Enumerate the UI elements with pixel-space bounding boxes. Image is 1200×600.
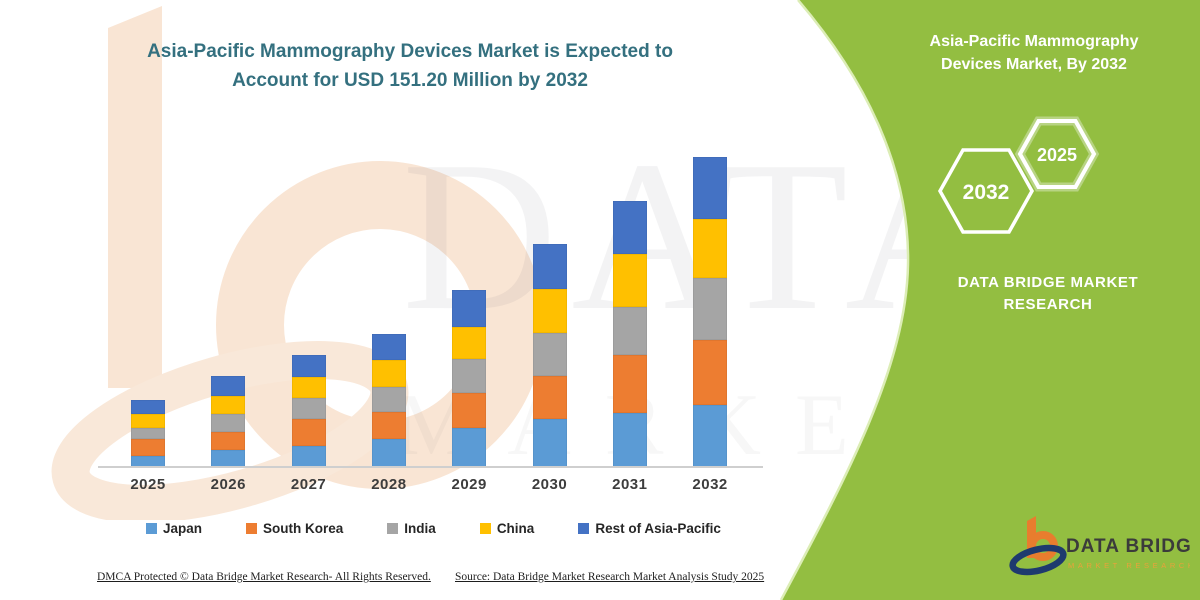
bar-segment-2032-rest-of-asia-pacific (693, 157, 728, 219)
bar-segment-2030-india (532, 332, 567, 376)
bar-segment-2026-japan (211, 450, 246, 467)
bar-segment-2025-japan (131, 456, 165, 467)
x-axis-label-2026: 2026 (210, 476, 246, 493)
legend-swatch (387, 523, 399, 534)
chart-title-line2: Account for USD 151.20 Million by 2032 (232, 69, 588, 91)
legend-label: China (496, 521, 535, 536)
side-panel-heading-line1: Asia-Pacific Mammography (929, 33, 1139, 50)
bar-segment-2032-china (693, 218, 728, 278)
bar-segment-2027-south-korea (291, 419, 326, 446)
logo-subtitle: MARKET RESEARCH (1068, 561, 1190, 570)
side-panel-heading: Asia-Pacific Mammography Devices Market,… (898, 30, 1170, 76)
hexagon-2032-label: 2032 (963, 181, 1010, 204)
logo-name: DATA BRIDGE (1066, 536, 1190, 557)
bar-segment-2025-south-korea (131, 439, 165, 457)
bar-segment-2029-china (452, 327, 487, 359)
x-axis-label-2025: 2025 (130, 476, 166, 493)
side-panel-brand: DATA BRIDGE MARKET RESEARCH (928, 272, 1168, 316)
bar-segment-2028-india (371, 386, 406, 412)
chart-legend: Japan South Korea India China Rest of Asia-P… (146, 521, 721, 536)
bar-segment-2029-japan (452, 428, 487, 467)
legend-item-rest-of-asia-pacific: Rest of Asia-Pacific (578, 521, 721, 536)
bar-segment-2029-south-korea (452, 393, 487, 429)
bar-segment-2028-rest-of-asia-pacific (371, 333, 406, 361)
bar-segment-2028-south-korea (371, 411, 406, 439)
source-note: Source: Data Bridge Market Research Mark… (455, 571, 765, 583)
bar-segment-2031-china (612, 254, 647, 308)
logo-b-mark (1009, 516, 1067, 576)
legend-swatch (479, 523, 491, 534)
bar-segment-2032-south-korea (693, 339, 728, 406)
bar-segment-2025-india (131, 428, 165, 440)
legend-label: Japan (163, 521, 203, 536)
bar-segment-2030-china (532, 289, 567, 333)
legend-swatch (246, 523, 258, 534)
x-axis-label-2032: 2032 (692, 476, 728, 493)
legend-item-japan: Japan (146, 521, 202, 536)
bar-segment-2027-japan (291, 445, 326, 467)
x-axis-line (98, 466, 763, 468)
bar-segment-2031-south-korea (612, 355, 647, 414)
x-axis-label-2030: 2030 (531, 476, 568, 493)
bar-segment-2027-china (291, 377, 326, 398)
bar-segment-2030-south-korea (532, 376, 567, 420)
data-bridge-logo: DATA BRIDGE MARKET RESEARCH (1009, 516, 1190, 576)
bar-segment-2026-rest-of-asia-pacific (211, 376, 246, 397)
bar-segment-2029-rest-of-asia-pacific (452, 290, 487, 327)
legend-item-india: India (387, 521, 436, 536)
x-axis-label-2029: 2029 (451, 476, 487, 493)
bar-segment-2026-china (211, 396, 246, 415)
bar-segment-2032-japan (693, 405, 728, 467)
legend-label: Rest of Asia-Pacific (595, 521, 721, 536)
side-panel-heading-line2: Devices Market, By 2032 (941, 56, 1127, 74)
bar-segment-2031-japan (612, 413, 647, 467)
chart-title-line1: Asia-Pacific Mammography Devices Market … (147, 41, 673, 62)
x-axis-label-2031: 2031 (612, 476, 648, 493)
hexagon-2032 (937, 148, 1035, 234)
side-panel-brand-line2: RESEARCH (1003, 295, 1093, 313)
legend-label: India (404, 521, 436, 536)
hexagon-2025-label: 2025 (1037, 145, 1077, 165)
legend-item-south-korea: South Korea (246, 521, 343, 536)
bar-segment-2026-south-korea (211, 432, 246, 450)
bar-segment-2031-india (612, 307, 647, 356)
bar-segment-2026-india (211, 414, 246, 433)
bar-segment-2025-china (131, 413, 165, 429)
x-axis-label-2027: 2027 (290, 476, 327, 493)
hexagon-2025 (1017, 119, 1097, 189)
side-panel-brand-line1: DATA BRIDGE MARKET (957, 274, 1139, 291)
bar-segment-2030-japan (532, 419, 567, 467)
bar-segment-2031-rest-of-asia-pacific (612, 200, 647, 255)
bar-segment-2028-china (371, 360, 406, 387)
legend-item-china: China (479, 521, 535, 536)
bar-segment-2029-india (452, 358, 487, 393)
dmca-notice: DMCA Protected © Data Bridge Market Rese… (97, 571, 431, 583)
bar-segment-2025-rest-of-asia-pacific (131, 399, 165, 414)
chart-title: Asia-Pacific Mammography Devices Market … (100, 38, 720, 95)
x-axis-label-2028: 2028 (371, 476, 407, 493)
legend-label: South Korea (263, 521, 344, 536)
legend-swatch (578, 523, 590, 534)
bar-segment-2027-india (291, 397, 326, 420)
bar-segment-2028-japan (371, 438, 406, 467)
bar-segment-2030-rest-of-asia-pacific (532, 244, 567, 290)
bar-segment-2027-rest-of-asia-pacific (291, 355, 326, 378)
legend-swatch (146, 523, 157, 534)
bar-segment-2032-india (693, 278, 728, 340)
